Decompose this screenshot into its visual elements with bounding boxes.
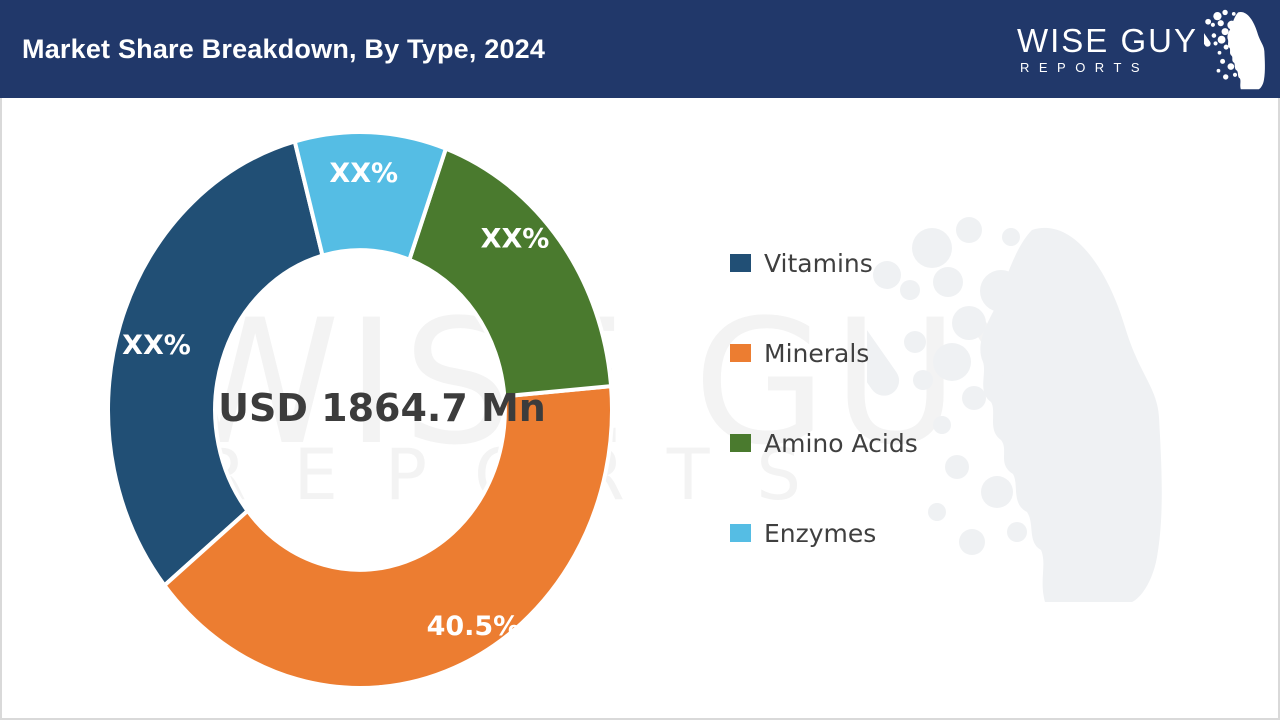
legend-item-vitamins: Vitamins [730,244,918,282]
page-title: Market Share Breakdown, By Type, 2024 [22,33,546,64]
logo-subtext: REPORTS [1019,60,1150,75]
slice-label-minerals: 40.5% [427,611,521,642]
legend-item-enzymes: Enzymes [730,514,918,552]
slice-label-enzymes: XX% [329,158,398,189]
legend-label-amino-acids: Amino Acids [764,428,918,458]
legend-label-enzymes: Enzymes [764,518,877,548]
legend-swatch-enzymes [730,524,751,542]
legend-swatch-minerals [730,344,751,362]
header-bar: Market Share Breakdown, By Type, 2024 WI… [0,0,1280,98]
legend-item-amino-acids: Amino Acids [730,424,918,462]
slice-label-amino-acids: XX% [481,223,550,254]
chart-center-value: USD 1864.7 Mn [218,386,546,430]
legend-swatch-amino-acids [730,434,751,452]
legend-item-minerals: Minerals [730,334,918,372]
chart-canvas: WISE GUY REPORTS XX% 40.5% XX% XX% USD 1864… [0,98,1280,720]
legend-swatch-vitamins [730,254,751,272]
chart-legend: Vitamins Minerals Amino Acids Enzymes [730,244,918,604]
logo-face-icon [1204,9,1265,90]
legend-label-vitamins: Vitamins [764,248,873,278]
logo-text: WISE GUY REPORTS [1017,24,1198,74]
legend-label-minerals: Minerals [764,338,870,368]
donut-slice-enzymes [292,130,448,262]
logo-wordmark: WISE GUY [1016,22,1198,59]
wise-guy-reports-logo: WISE GUY REPORTS [1017,8,1266,90]
